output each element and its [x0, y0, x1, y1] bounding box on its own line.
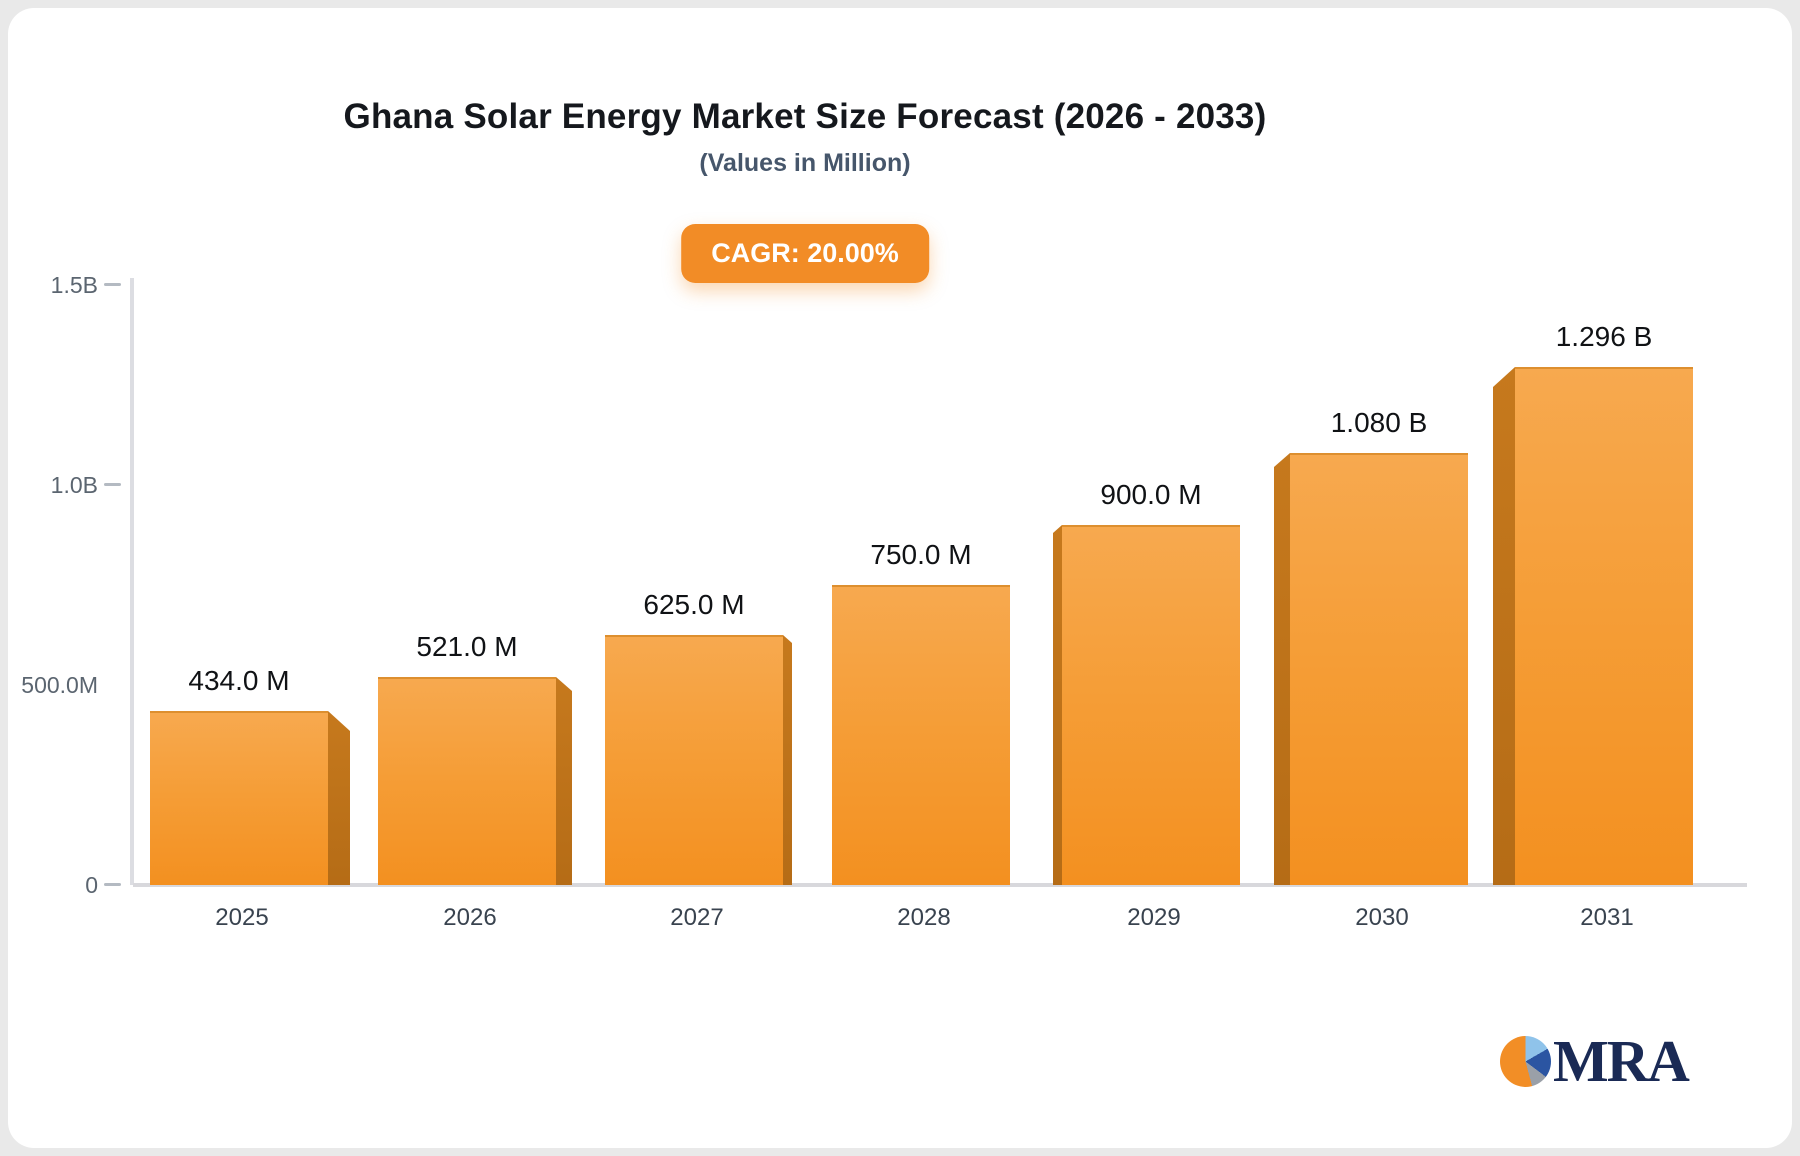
x-axis-year-label: 2027: [670, 904, 724, 931]
bar-2025: [150, 711, 328, 885]
bar-value-label: 1.296 B: [1555, 321, 1653, 352]
x-axis-year-label: 2031: [1580, 904, 1634, 931]
mra-logo-text: MRA: [1553, 1028, 1690, 1094]
y-axis-tick-mark: [104, 283, 121, 286]
x-axis-year-label: 2029: [1127, 904, 1181, 931]
y-axis-tick-mark: [104, 483, 121, 486]
bar-value-label: 900.0 M: [1100, 479, 1202, 510]
bar-2027: [605, 635, 783, 885]
bar-value-label: 434.0 M: [188, 665, 290, 696]
bar-value-label: 750.0 M: [870, 539, 972, 570]
chart-subtitle: (Values in Million): [699, 149, 911, 177]
bar-3d-side: [1274, 453, 1290, 885]
bar-value-label: 1.080 B: [1330, 407, 1428, 438]
y-axis-tick-label: 0: [85, 872, 98, 898]
x-axis-baseline: [133, 883, 1747, 887]
bar-3d-side: [328, 711, 350, 885]
bar-value-label: 625.0 M: [643, 589, 745, 620]
x-axis-year-label: 2028: [897, 904, 951, 931]
chart-title: Ghana Solar Energy Market Size Forecast …: [343, 97, 1267, 136]
x-axis-year-label: 2030: [1355, 904, 1409, 931]
chart-card: Ghana Solar Energy Market Size Forecast …: [8, 8, 1792, 1148]
bar-value-label: 521.0 M: [416, 631, 518, 662]
y-axis-tick-mark: [104, 883, 121, 886]
cagr-badge: CAGR: 20.00%: [681, 224, 929, 283]
mra-pie-logo-icon: [1500, 1036, 1551, 1087]
bar-3d-side: [1053, 525, 1062, 885]
chart-stage: Ghana Solar Energy Market Size Forecast …: [8, 8, 1792, 1148]
y-axis-tick-label: 1.0B: [50, 472, 98, 498]
x-axis-year-label: 2025: [215, 904, 269, 931]
bar-3d-side: [556, 677, 572, 885]
bar-2031: [1515, 367, 1693, 885]
bar-2030: [1290, 453, 1468, 885]
bar-3d-side: [783, 635, 792, 885]
y-axis-tick-label: 500.0M: [21, 672, 98, 698]
y-axis-line: [130, 278, 134, 885]
mra-logo: MRA: [1500, 1028, 1690, 1094]
bar-2026: [378, 677, 556, 885]
bar-2029: [1062, 525, 1240, 885]
bar-2028: [832, 585, 1010, 885]
x-axis-year-label: 2026: [443, 904, 497, 931]
y-axis-tick-label: 1.5B: [50, 272, 98, 298]
bar-3d-side: [1493, 367, 1515, 885]
